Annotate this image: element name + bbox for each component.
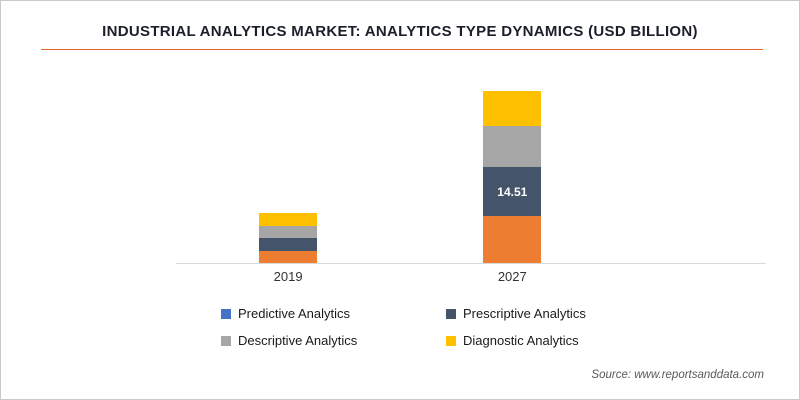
x-tick-2019: 2019 [273, 269, 303, 284]
plot-area: 14.51 [176, 88, 766, 264]
legend-label: Prescriptive Analytics [463, 306, 586, 321]
bar-segment-descriptive-analytics-2019 [259, 225, 318, 239]
bar-segment-prescriptive-analytics-2019 [259, 238, 318, 251]
bar-segment-diagnostic-analytics-2027 [483, 90, 542, 126]
bar-segment-predictive-analytics-2027 [483, 216, 542, 263]
bar-segment-descriptive-analytics-2027 [483, 125, 542, 168]
legend-item-descriptive-analytics: Descriptive Analytics [221, 333, 446, 348]
bar-segment-prescriptive-analytics-2027: 14.51 [483, 167, 542, 217]
bar-2027: 14.51 [483, 90, 542, 263]
legend-label: Diagnostic Analytics [463, 333, 579, 348]
bar-segment-predictive-analytics-2019 [259, 250, 318, 263]
x-tick-2027: 2027 [497, 269, 527, 284]
title-divider [41, 49, 763, 50]
chart-title: INDUSTRIAL ANALYTICS MARKET: ANALYTICS T… [102, 23, 698, 40]
legend-item-diagnostic-analytics: Diagnostic Analytics [446, 333, 671, 348]
bar-segment-diagnostic-analytics-2019 [259, 212, 318, 226]
legend-swatch-icon [446, 335, 456, 346]
legend-label: Predictive Analytics [238, 306, 350, 321]
legend-swatch-icon [221, 308, 231, 319]
bar-2019 [259, 212, 318, 263]
x-axis-ticks: 2019 2027 [176, 269, 766, 289]
legend-swatch-icon [221, 335, 231, 346]
legend-swatch-icon [446, 308, 456, 319]
legend-label: Descriptive Analytics [238, 333, 358, 348]
legend: Predictive Analytics Prescriptive Analyti… [221, 306, 671, 348]
bar-data-label: 14.51 [497, 184, 528, 199]
source-note: Source: www.reportsanddata.com [591, 369, 764, 381]
legend-item-prescriptive-analytics: Prescriptive Analytics [446, 306, 671, 321]
legend-item-predictive-analytics: Predictive Analytics [221, 306, 446, 321]
